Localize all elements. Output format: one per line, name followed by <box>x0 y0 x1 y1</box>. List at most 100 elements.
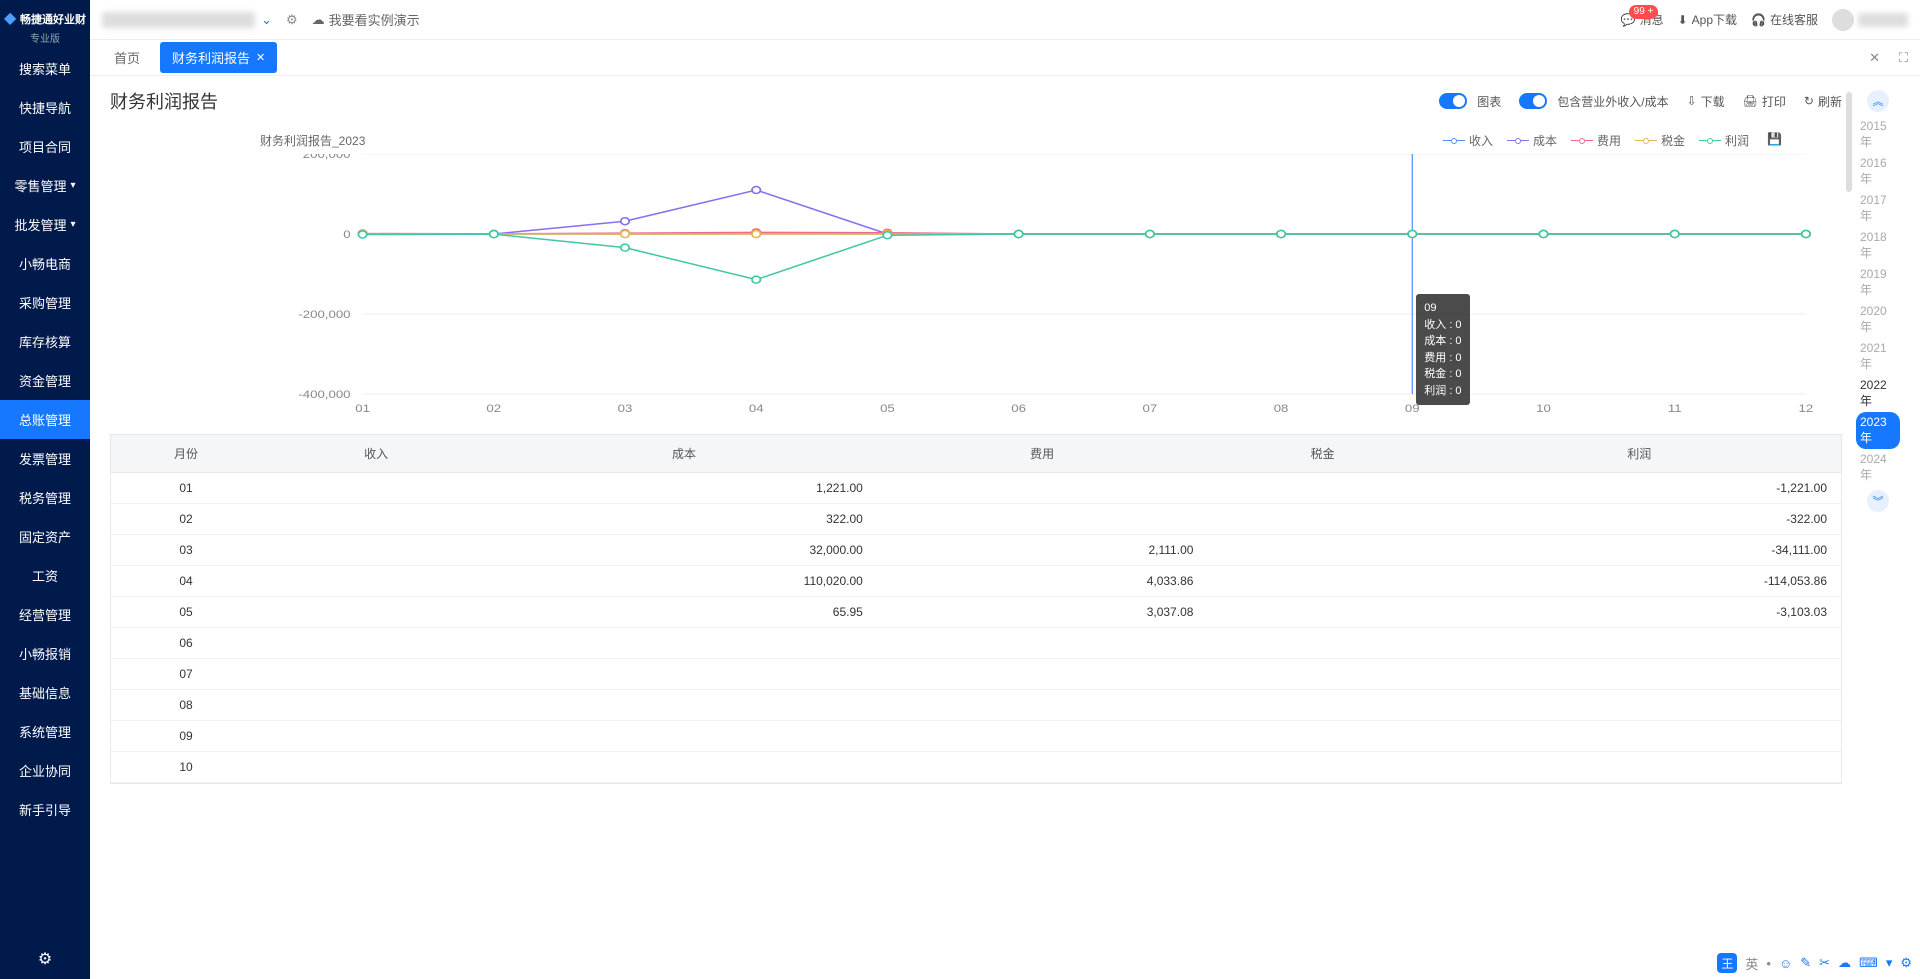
value-cell <box>261 597 491 628</box>
download-button[interactable]: ⇩ 下载 <box>1687 93 1725 110</box>
year-option[interactable]: 2019年 <box>1856 264 1900 301</box>
value-cell <box>491 659 877 690</box>
sidebar-item[interactable]: 库存核算 <box>0 322 90 361</box>
sidebar-item[interactable]: 经营管理 <box>0 595 90 634</box>
sidebar-item[interactable]: 系统管理 <box>0 712 90 751</box>
sidebar-item-label: 工资 <box>32 566 58 585</box>
sidebar-item-label: 搜索菜单 <box>19 59 71 78</box>
year-option[interactable]: 2021年 <box>1856 338 1900 375</box>
sidebar-item[interactable]: 总账管理 <box>0 400 90 439</box>
value-cell <box>491 690 877 721</box>
year-option[interactable]: 2024年 <box>1856 449 1900 486</box>
data-table: 月份收入成本费用税金利润 011,221.00-1,221.0002322.00… <box>110 434 1842 784</box>
toggle-chart-label: 图表 <box>1477 93 1501 110</box>
legend-label: 成本 <box>1533 132 1557 149</box>
toggle-nonop[interactable]: 包含营业外收入/成本 <box>1519 93 1668 110</box>
value-cell: -322.00 <box>1438 504 1841 535</box>
close-icon[interactable]: ✕ <box>256 51 265 64</box>
fullscreen-icon[interactable]: ⛶ <box>1899 50 1908 66</box>
svg-text:-200,000: -200,000 <box>298 308 350 321</box>
settings-icon[interactable]: ⚙ <box>0 939 90 979</box>
toggle-nonop-switch[interactable] <box>1519 93 1547 109</box>
chart-container: 财务利润报告_2023 收入成本费用税金利润💾 200,0000-200,000… <box>110 124 1842 424</box>
ime-settings-icon[interactable]: ⚙ <box>1900 955 1912 971</box>
ime-keyboard-icon[interactable]: ⌨ <box>1859 955 1878 971</box>
legend-item[interactable]: 成本 <box>1507 132 1557 149</box>
sidebar-item[interactable]: 采购管理 <box>0 283 90 322</box>
year-option[interactable]: 2015年 <box>1856 116 1900 153</box>
toggle-chart-switch[interactable] <box>1439 93 1467 109</box>
org-selector[interactable]: ⌄ <box>102 12 272 28</box>
sidebar-item[interactable]: 固定资产 <box>0 517 90 556</box>
ime-emoji-icon[interactable]: ☺ <box>1779 956 1792 971</box>
sidebar-item[interactable]: 发票管理 <box>0 439 90 478</box>
tab-report[interactable]: 财务利润报告 ✕ <box>160 42 277 73</box>
user-menu[interactable] <box>1832 9 1908 31</box>
year-option[interactable]: 2017年 <box>1856 190 1900 227</box>
month-cell: 05 <box>111 597 261 628</box>
legend-item[interactable]: 费用 <box>1571 132 1621 149</box>
refresh-button[interactable]: ↻ 刷新 <box>1804 93 1842 110</box>
tab-home[interactable]: 首页 <box>102 42 152 73</box>
brand-icon: ◆ <box>4 10 16 27</box>
ime-cut-icon[interactable]: ✂ <box>1819 955 1830 971</box>
sidebar-item[interactable]: 工资 <box>0 556 90 595</box>
year-option[interactable]: 2018年 <box>1856 227 1900 264</box>
save-chart-icon[interactable]: 💾 <box>1767 132 1782 149</box>
ime-lang[interactable]: 英 <box>1745 954 1758 973</box>
service-button[interactable]: 🎧 在线客服 <box>1751 11 1818 28</box>
sidebar-item-label: 税务管理 <box>19 488 71 507</box>
value-cell <box>877 659 1208 690</box>
line-chart[interactable]: 200,0000-200,000-400,0000102030405060708… <box>110 154 1842 424</box>
ime-edit-icon[interactable]: ✎ <box>1800 955 1811 971</box>
ime-down-icon[interactable]: ▾ <box>1886 955 1893 971</box>
value-cell <box>491 752 877 783</box>
svg-text:12: 12 <box>1799 402 1814 415</box>
sidebar-item[interactable]: 小畅报销 <box>0 634 90 673</box>
svg-text:01: 01 <box>355 402 370 415</box>
sidebar-item[interactable]: 企业协同 <box>0 751 90 790</box>
legend-item[interactable]: 收入 <box>1443 132 1493 149</box>
sidebar-item[interactable]: 资金管理 <box>0 361 90 400</box>
sidebar-item[interactable]: 搜索菜单 <box>0 49 90 88</box>
year-option[interactable]: 2022年 <box>1856 375 1900 412</box>
sidebar-item[interactable]: 基础信息 <box>0 673 90 712</box>
sidebar-item[interactable]: 批发管理▾ <box>0 205 90 244</box>
year-option[interactable]: 2016年 <box>1856 153 1900 190</box>
month-cell: 09 <box>111 721 261 752</box>
value-cell <box>1207 721 1437 752</box>
year-option[interactable]: 2020年 <box>1856 301 1900 338</box>
org-settings-icon[interactable]: ⚙ <box>286 12 298 28</box>
chevron-down-icon: ▾ <box>70 219 75 230</box>
sidebar-item[interactable]: 快捷导航 <box>0 88 90 127</box>
message-button[interactable]: 💬 消息 99 + <box>1621 11 1664 28</box>
sidebar-item[interactable]: 新手引导 <box>0 790 90 829</box>
ime-badge[interactable]: 王 <box>1717 953 1737 973</box>
download-button[interactable]: ⬇ App下载 <box>1678 11 1737 28</box>
year-down-icon[interactable]: ︾ <box>1867 490 1889 512</box>
print-button[interactable]: 🖨 打印 <box>1743 93 1786 110</box>
sidebar-menu: 搜索菜单快捷导航项目合同零售管理▾批发管理▾小畅电商采购管理库存核算资金管理总账… <box>0 49 90 939</box>
year-option[interactable]: 2023年 <box>1856 412 1900 449</box>
demo-label: 我要看实例演示 <box>329 10 420 29</box>
month-cell: 02 <box>111 504 261 535</box>
value-cell <box>877 504 1208 535</box>
sidebar-item[interactable]: 项目合同 <box>0 127 90 166</box>
message-badge: 99 + <box>1629 5 1659 19</box>
brand-edition: 专业版 <box>4 30 86 45</box>
sidebar-item[interactable]: 税务管理 <box>0 478 90 517</box>
close-all-tabs-icon[interactable]: ✕ <box>1869 50 1880 66</box>
demo-link[interactable]: ☁ 我要看实例演示 <box>312 10 420 29</box>
value-cell <box>1438 628 1841 659</box>
tab-report-label: 财务利润报告 <box>172 48 250 67</box>
toggle-chart[interactable]: 图表 <box>1439 93 1501 110</box>
legend-item[interactable]: 利润 <box>1699 132 1749 149</box>
ime-cloud-icon[interactable]: ☁ <box>1838 955 1851 971</box>
value-cell: -114,053.86 <box>1438 566 1841 597</box>
legend-item[interactable]: 税金 <box>1635 132 1685 149</box>
year-up-icon[interactable]: ︽ <box>1867 90 1889 112</box>
sidebar-item[interactable]: 小畅电商 <box>0 244 90 283</box>
scrollbar[interactable] <box>1846 92 1852 192</box>
table-row: 09 <box>111 721 1841 752</box>
sidebar-item[interactable]: 零售管理▾ <box>0 166 90 205</box>
